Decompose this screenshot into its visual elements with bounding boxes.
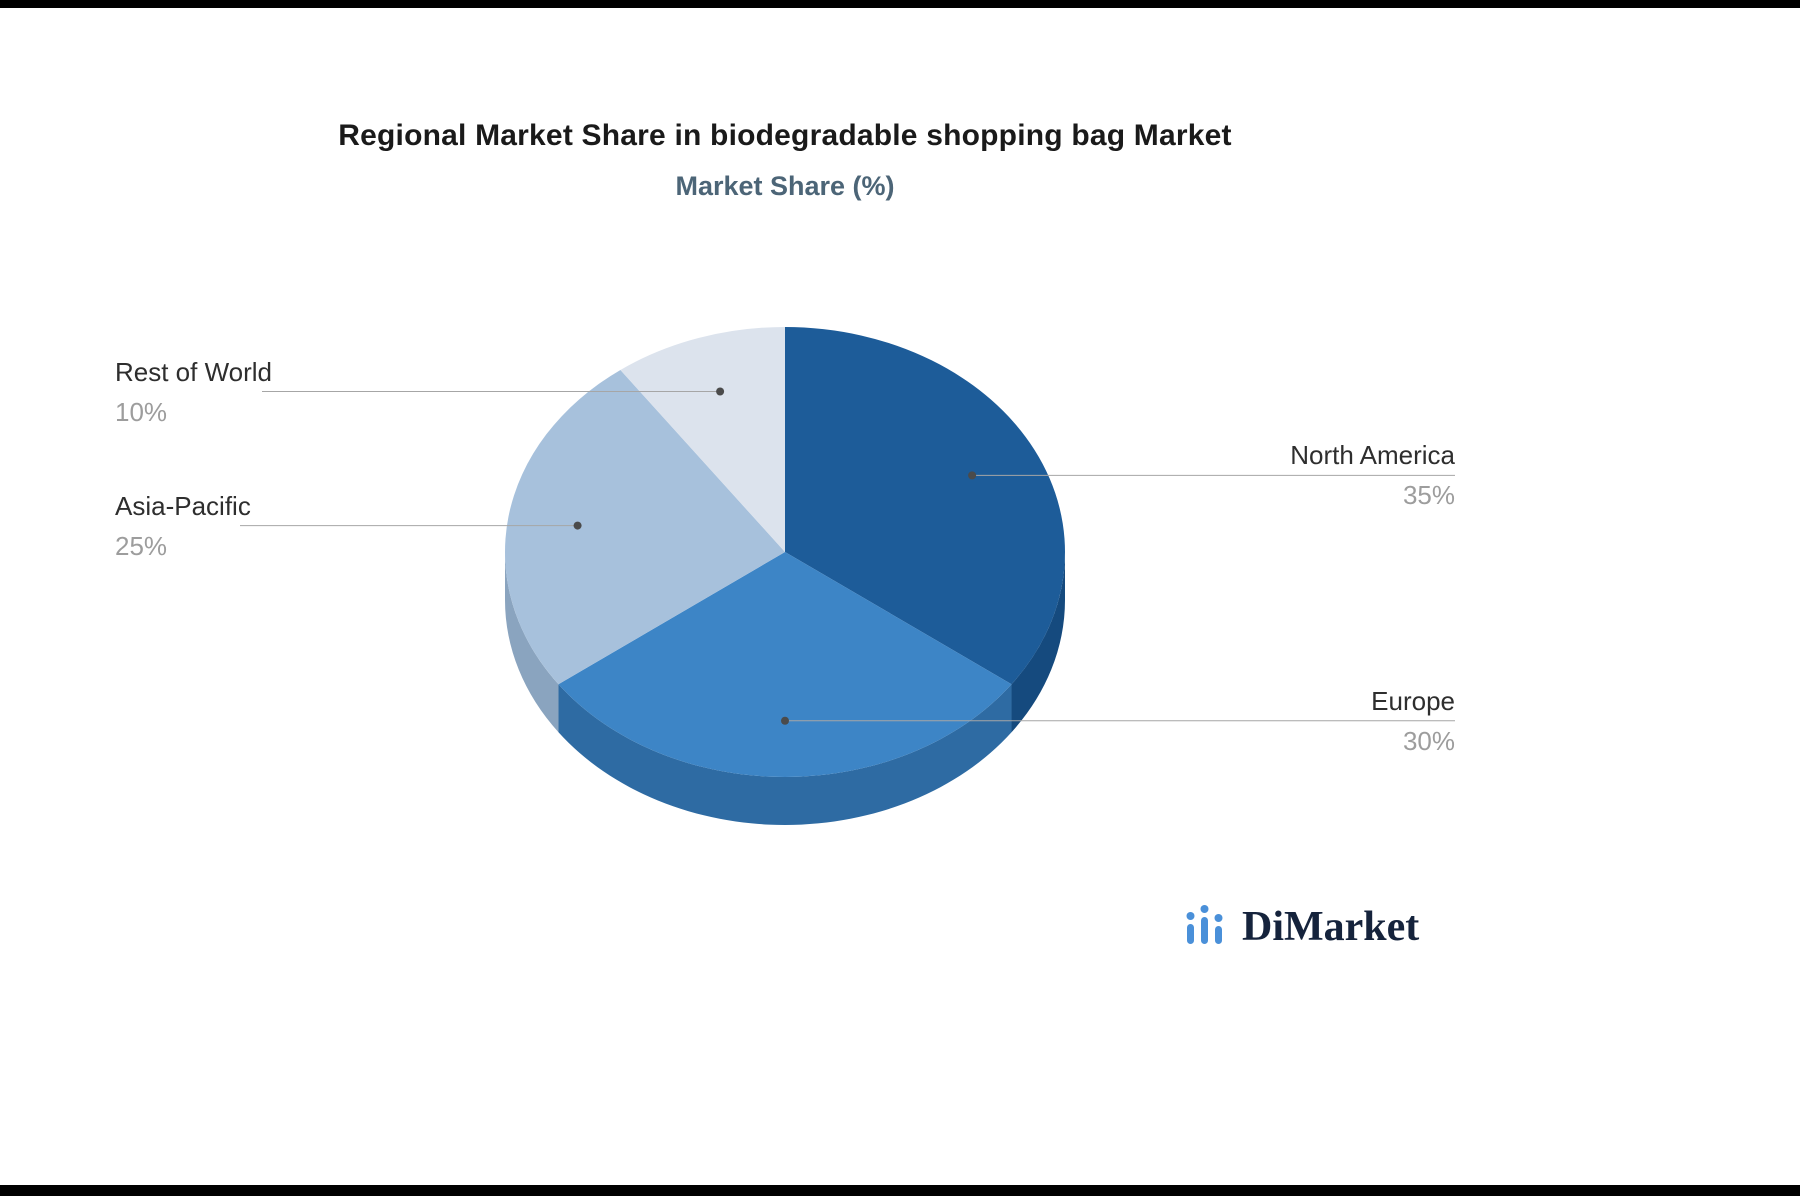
- callout-value: 35%: [1402, 480, 1455, 511]
- callout-north-america: North America 35%: [1290, 441, 1455, 509]
- pie-slice-rest-of-world[interactable]: [620, 327, 785, 552]
- callout-value: 25%: [115, 530, 168, 561]
- callout-value: 10%: [115, 396, 168, 427]
- callout-dot-europe: [781, 716, 789, 725]
- callout-label: Asia-Pacific: [115, 490, 251, 521]
- callout-europe: Europe 30%: [1371, 687, 1455, 755]
- dimarket-logo: DiMarket: [1183, 903, 1419, 951]
- chart-subtitle: Market Share (%): [675, 171, 895, 201]
- callout-rest-of-world: Rest of World 10%: [115, 358, 272, 426]
- chart-title: Regional Market Share in biodegradable s…: [338, 119, 1232, 152]
- pie-slice-north-america[interactable]: [785, 327, 1065, 685]
- bar-chart-icon: [1186, 905, 1223, 944]
- callout-dot-rest-of-world: [716, 387, 725, 396]
- callout-asia-pacific: Asia-Pacific 25%: [115, 492, 251, 560]
- pie-depth-asia-pacific: [505, 552, 559, 733]
- callout-dot-north-america: [968, 471, 977, 480]
- callout-label: North America: [1290, 440, 1455, 471]
- callout-value: 30%: [1402, 725, 1455, 756]
- logo-text: DiMarket: [1242, 904, 1420, 950]
- top-border: [0, 0, 1800, 8]
- callout-label: Europe: [1371, 685, 1455, 716]
- chart-header: Regional Market Share in biodegradable s…: [0, 118, 1570, 202]
- callout-dot-asia-pacific: [573, 521, 582, 530]
- callout-label: Rest of World: [115, 356, 273, 387]
- pie-depth-north-america: [1011, 552, 1065, 733]
- pie-slice-asia-pacific[interactable]: [505, 369, 785, 685]
- bottom-border: [0, 1185, 1800, 1196]
- pie-depth-europe: [558, 684, 1012, 825]
